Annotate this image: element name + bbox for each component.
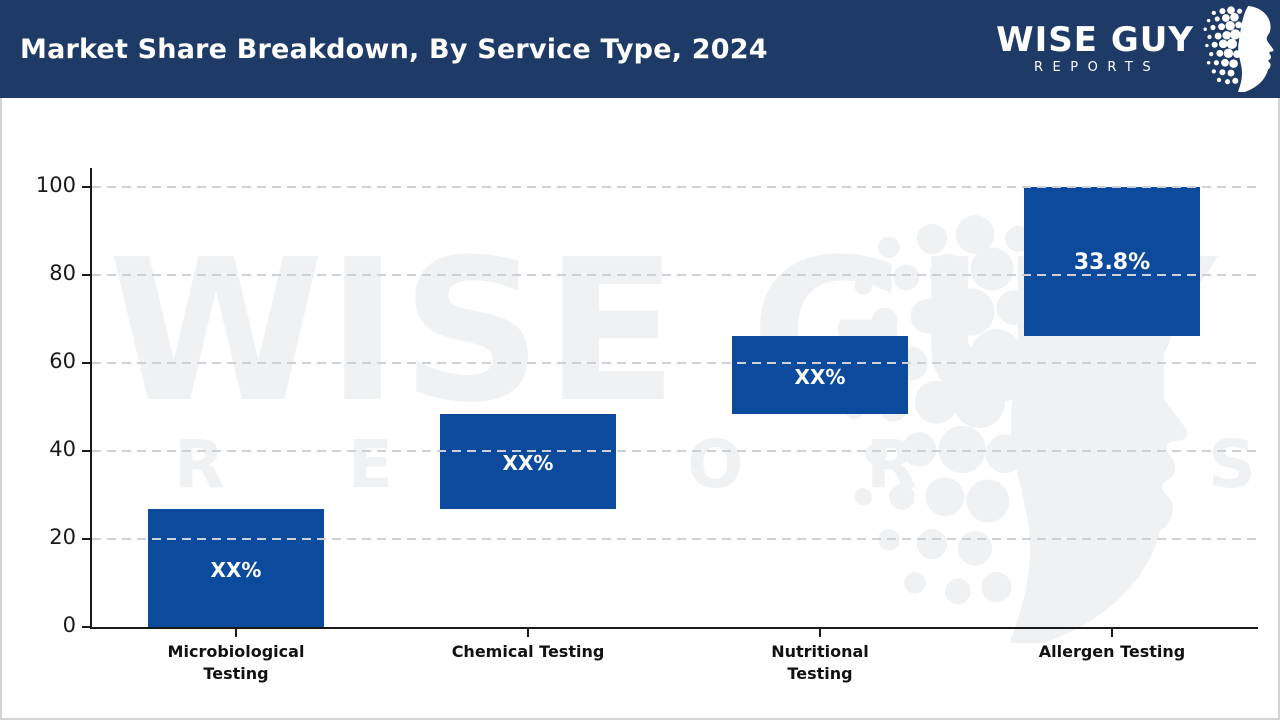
y-tick-label: 0 (62, 613, 76, 637)
y-tick-mark (82, 274, 90, 276)
gridline (92, 186, 1258, 188)
y-tick-mark (82, 186, 90, 188)
chart-region: WISE GUY R E P O R T S 0 20 40 60 80 100 XX% Mi… (0, 98, 1280, 720)
bar-value-label: 33.8% (1073, 250, 1151, 276)
y-tick-label: 40 (49, 437, 76, 461)
x-tick-label: Nutritional Testing (660, 641, 980, 684)
y-tick-mark (82, 362, 90, 364)
gridline (92, 274, 1258, 276)
y-tick-mark (82, 626, 90, 628)
bar-2 (440, 413, 616, 510)
bar-1 (148, 509, 324, 627)
x-tick-label-line: Nutritional (771, 642, 869, 661)
logo-subtitle: REPORTS (1034, 60, 1161, 75)
x-tick-label-line: Testing (787, 663, 853, 683)
logo-text: WISE GUY REPORTS (996, 23, 1194, 75)
x-tick-label-line: Allergen Testing (1038, 642, 1186, 661)
y-tick-label: 20 (49, 525, 76, 549)
gridline (92, 538, 1258, 540)
y-tick-mark (82, 538, 90, 540)
bar-value-label: XX% (794, 364, 846, 389)
gridline (92, 362, 1258, 364)
y-tick-label: 100 (35, 173, 76, 197)
bar-4 (1024, 187, 1200, 336)
y-tick-mark (82, 450, 90, 452)
wiseguy-logo: WISE GUY REPORTS (996, 3, 1274, 95)
x-axis-line (90, 627, 1258, 629)
x-tick-mark (1111, 629, 1113, 637)
bar-value-label: XX% (210, 558, 262, 583)
y-axis-line (90, 168, 92, 627)
x-tick-label-line: Testing (203, 663, 269, 683)
page-title: Market Share Breakdown, By Service Type,… (20, 33, 768, 65)
x-tick-label-line: Chemical Testing (451, 642, 605, 661)
x-tick-mark (235, 629, 237, 637)
x-tick-mark (819, 629, 821, 637)
x-tick-mark (527, 629, 529, 637)
header-bar: Market Share Breakdown, By Service Type,… (0, 0, 1280, 98)
x-tick-label: Allergen Testing (952, 641, 1272, 663)
gridline (92, 450, 1258, 452)
plot-area: 0 20 40 60 80 100 XX% Microbiological Testing XX%… (36, 168, 1258, 683)
x-tick-label: Chemical Testing (368, 641, 688, 663)
x-tick-label-line: Microbiological (167, 642, 305, 661)
y-tick-label: 80 (49, 261, 76, 285)
bar-3 (732, 335, 908, 414)
bar-value-label: XX% (502, 451, 554, 476)
x-tick-label: Microbiological Testing (76, 641, 396, 684)
y-tick-label: 60 (49, 349, 76, 373)
logo-name: WISE GUY (996, 20, 1194, 60)
logo-face-icon (1188, 5, 1274, 93)
